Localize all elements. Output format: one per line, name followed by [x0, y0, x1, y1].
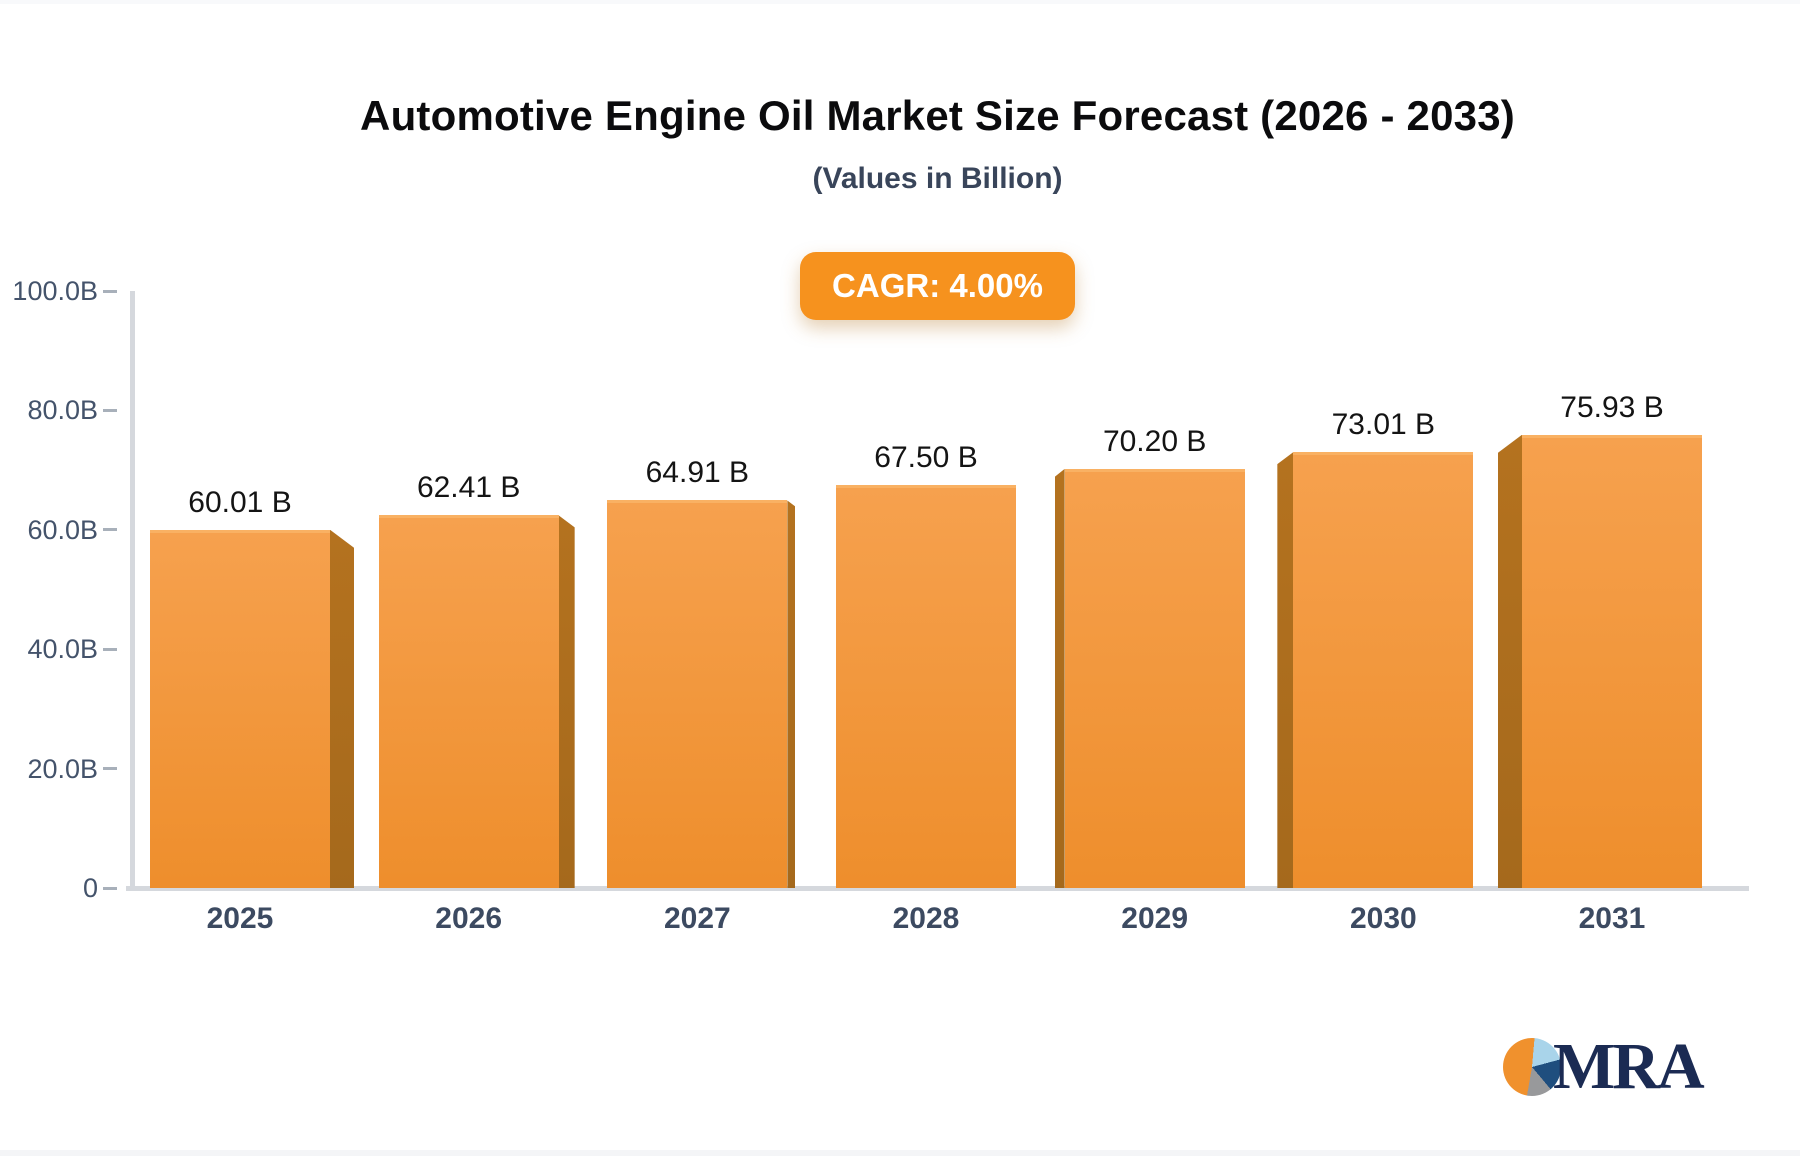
bar-3d-side — [1277, 452, 1294, 888]
bar-2030 — [1293, 452, 1474, 888]
y-axis-tick-label: 20.0B — [27, 753, 98, 784]
bar-value-label: 73.01 B — [1331, 408, 1436, 442]
y-axis-tick-mark — [103, 289, 117, 293]
bar-2027 — [607, 500, 788, 888]
x-axis-label-2031: 2031 — [1578, 902, 1646, 935]
y-axis-tick-mark — [103, 767, 117, 771]
y-axis-tick-mark — [103, 528, 117, 532]
y-axis-line — [130, 291, 135, 888]
bar-2028 — [836, 485, 1016, 888]
page-edge-top — [0, 0, 1800, 4]
chart-subtitle: (Values in Billion) — [812, 162, 1063, 195]
y-axis-tick-mark — [103, 408, 117, 412]
y-axis-tick-label: 60.0B — [27, 514, 98, 545]
x-axis-label-2025: 2025 — [206, 902, 274, 935]
page-edge-bottom — [0, 1150, 1800, 1156]
bar-value-label: 60.01 B — [188, 485, 292, 519]
bar-3d-side — [1054, 468, 1065, 888]
chart-title: Automotive Engine Oil Market Size Foreca… — [360, 92, 1515, 139]
y-axis-tick-mark — [103, 886, 117, 890]
bar-3d-side — [558, 515, 575, 888]
y-axis-tick-mark — [103, 647, 117, 651]
bar-2029 — [1064, 468, 1245, 888]
x-axis-baseline — [126, 886, 1749, 891]
bar-value-label: 62.41 B — [416, 471, 521, 505]
x-axis-label-2029: 2029 — [1121, 902, 1189, 935]
mra-logo-pie-icon — [1503, 1038, 1561, 1096]
bar-2025 — [150, 529, 330, 888]
y-axis-tick-label: 40.0B — [27, 634, 98, 665]
bar-3d-side — [1498, 434, 1522, 888]
bar-3d-side — [330, 529, 354, 888]
mra-logo-text: MRA — [1553, 1030, 1705, 1103]
bar-value-label: 67.50 B — [874, 441, 978, 475]
bar-value-label: 70.20 B — [1102, 424, 1207, 458]
bar-2031 — [1522, 434, 1702, 888]
bar-3d-side — [787, 500, 796, 888]
y-axis-tick-label: 0 — [82, 873, 98, 903]
x-axis-label-2027: 2027 — [663, 902, 731, 935]
x-axis-label-2028: 2028 — [892, 902, 960, 935]
bar-value-label: 64.91 B — [645, 456, 750, 490]
bar-value-label: 75.93 B — [1560, 390, 1664, 424]
bar-2026 — [378, 515, 559, 888]
y-axis-tick-label: 80.0B — [27, 395, 98, 426]
mra-logo: MRA — [1503, 1030, 1705, 1103]
x-axis-label-2030: 2030 — [1349, 902, 1417, 935]
y-axis-tick-label: 100.0B — [12, 276, 98, 306]
x-axis-label-2026: 2026 — [435, 902, 503, 935]
